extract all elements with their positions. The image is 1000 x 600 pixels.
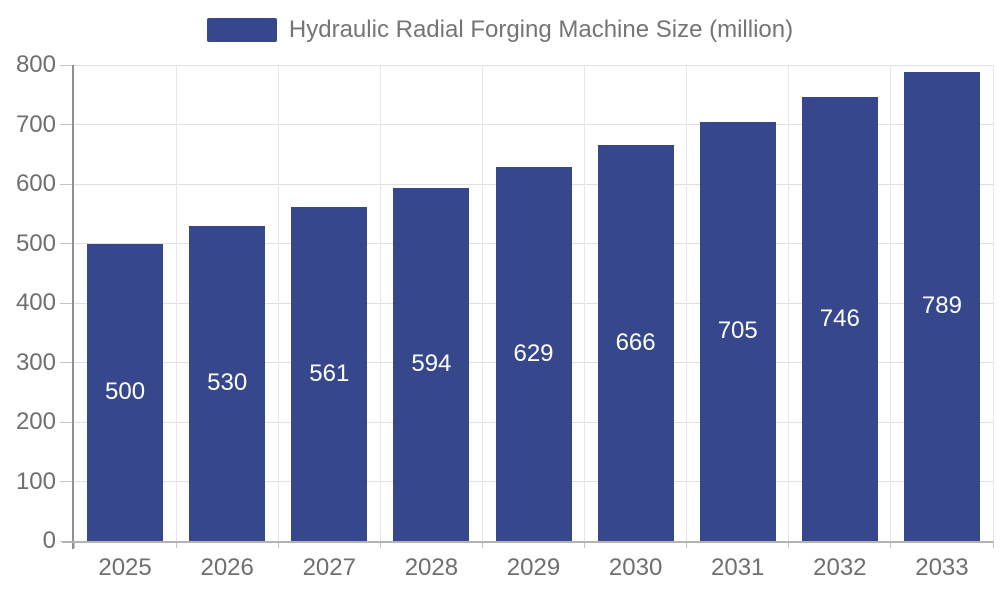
y-axis-tick xyxy=(60,302,72,304)
y-axis-label: 700 xyxy=(15,110,56,138)
x-axis-tick xyxy=(788,541,790,548)
y-gridline xyxy=(74,64,993,66)
legend-swatch-icon xyxy=(206,18,277,42)
x-axis-tick xyxy=(890,541,892,548)
x-axis-label: 2031 xyxy=(711,554,765,581)
y-axis-label: 600 xyxy=(15,170,56,197)
y-axis-label: 800 xyxy=(15,51,56,78)
bar[interactable] xyxy=(393,187,470,541)
x-gridline xyxy=(175,65,177,541)
y-axis-tick xyxy=(60,183,72,185)
bar[interactable] xyxy=(699,121,776,541)
x-axis-label: 2029 xyxy=(506,554,561,581)
legend-label: Hydraulic Radial Forging Machine Size (m… xyxy=(288,16,794,43)
x-axis-tick xyxy=(584,541,586,548)
y-axis-tick xyxy=(60,124,72,125)
x-axis-label: 2030 xyxy=(608,554,663,581)
x-axis-tick xyxy=(277,541,279,548)
x-gridline xyxy=(890,65,892,541)
x-axis-line xyxy=(62,541,993,543)
y-axis-label: 200 xyxy=(15,408,56,435)
bar[interactable] xyxy=(801,97,878,541)
x-gridline xyxy=(584,65,586,541)
y-axis-label: 0 xyxy=(42,527,56,554)
x-gridline xyxy=(788,65,790,541)
bar[interactable] xyxy=(291,207,368,541)
bar[interactable] xyxy=(87,243,164,541)
legend-item[interactable]: Hydraulic Radial Forging Machine Size (m… xyxy=(0,16,1000,44)
x-gridline xyxy=(481,65,483,541)
x-gridline xyxy=(686,65,688,541)
x-gridline xyxy=(379,65,381,541)
x-axis-tick xyxy=(175,541,177,548)
x-axis-tick xyxy=(686,541,688,548)
y-axis-line xyxy=(72,65,74,549)
bar[interactable] xyxy=(597,144,674,541)
bar[interactable] xyxy=(903,71,980,541)
x-axis-tick xyxy=(992,541,994,548)
bar[interactable] xyxy=(495,166,572,541)
x-axis-label: 2028 xyxy=(404,554,459,581)
x-axis-label: 2032 xyxy=(813,554,867,581)
y-axis-tick xyxy=(60,362,72,363)
x-axis-tick xyxy=(481,541,483,548)
y-axis-label: 100 xyxy=(15,467,56,495)
y-axis-label: 500 xyxy=(15,229,56,257)
y-axis-tick xyxy=(60,481,72,482)
x-axis-label: 2033 xyxy=(915,554,969,581)
x-axis-label: 2025 xyxy=(98,554,152,581)
bar[interactable] xyxy=(189,225,266,541)
y-gridline xyxy=(74,124,993,125)
y-axis-tick xyxy=(60,64,72,66)
x-gridline xyxy=(277,65,279,541)
x-axis-tick xyxy=(379,541,381,548)
y-axis-tick xyxy=(60,421,72,423)
y-axis-label: 300 xyxy=(15,348,56,376)
x-axis-tick xyxy=(73,541,75,548)
y-axis-tick xyxy=(60,243,72,244)
x-gridline xyxy=(992,65,994,541)
plot-area: 0 100 200 300 400 500 600 700 800 500 2025 530 2026 5… xyxy=(16,51,994,581)
x-axis-label: 2026 xyxy=(200,554,254,581)
x-axis-label: 2027 xyxy=(302,554,356,581)
y-axis-label: 400 xyxy=(15,289,56,316)
